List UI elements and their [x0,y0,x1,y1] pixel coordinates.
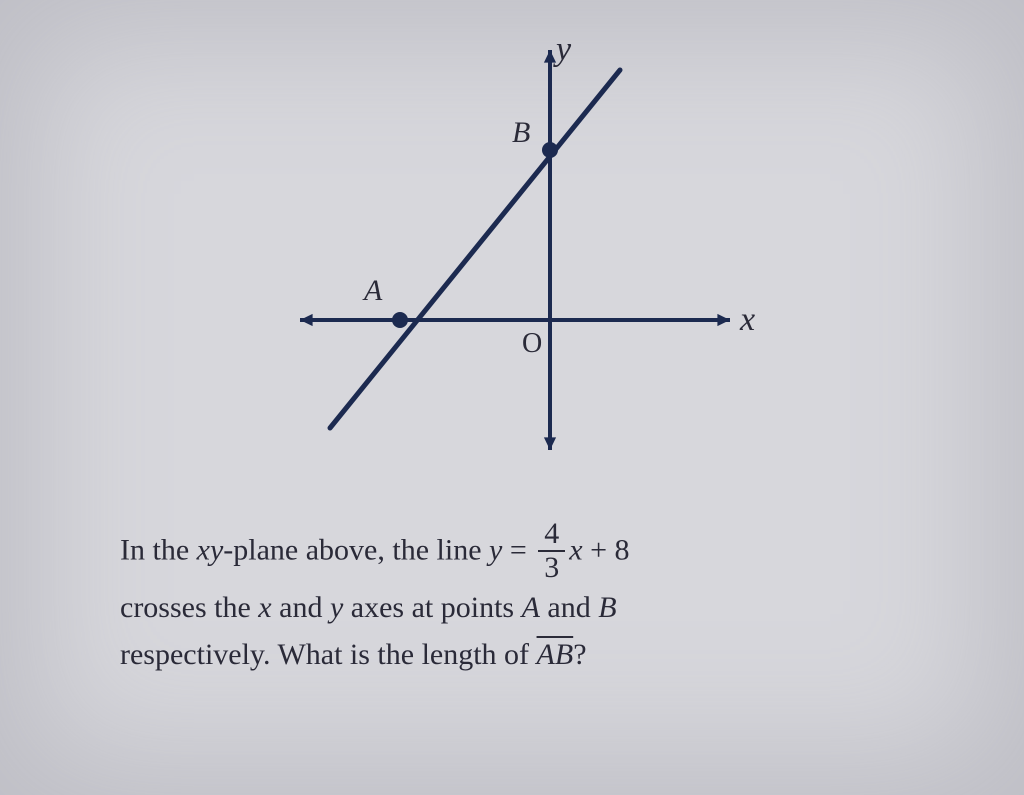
eq-x: x [569,533,582,566]
q-text: respectively. What is the length of [120,638,537,671]
q-text: ? [573,638,586,671]
q-xy: xy [197,533,224,566]
eq-denom: 3 [538,552,565,584]
q-B: B [598,591,616,624]
question-text: In the xy-plane above, the line y = 43x … [120,520,900,678]
eq-equals: = [502,533,534,566]
q-text: and [540,591,598,624]
eq-numer: 4 [538,518,565,552]
q-text: and [272,591,330,624]
q-y: y [330,591,343,624]
eq-y: y [489,533,502,566]
eq-fraction: 43 [538,518,565,583]
eq-plus8: + 8 [583,533,630,566]
q-text: axes at points [343,591,521,624]
svg-text:x: x [739,301,755,338]
axes-svg: y x O A B [260,30,760,470]
q-x: x [258,591,271,624]
q-text: crosses the [120,591,258,624]
q-text: In the [120,533,197,566]
q-AB: AB [537,638,574,671]
svg-text:O: O [522,328,542,359]
coordinate-diagram: y x O A B [260,30,760,470]
svg-text:A: A [362,274,383,307]
q-A: A [522,591,540,624]
q-text: -plane above, the line [223,533,489,566]
svg-text:B: B [512,116,530,149]
page: yxOAB In the xy-plane above, the line y … [0,0,1024,795]
svg-text:y: y [553,31,572,68]
